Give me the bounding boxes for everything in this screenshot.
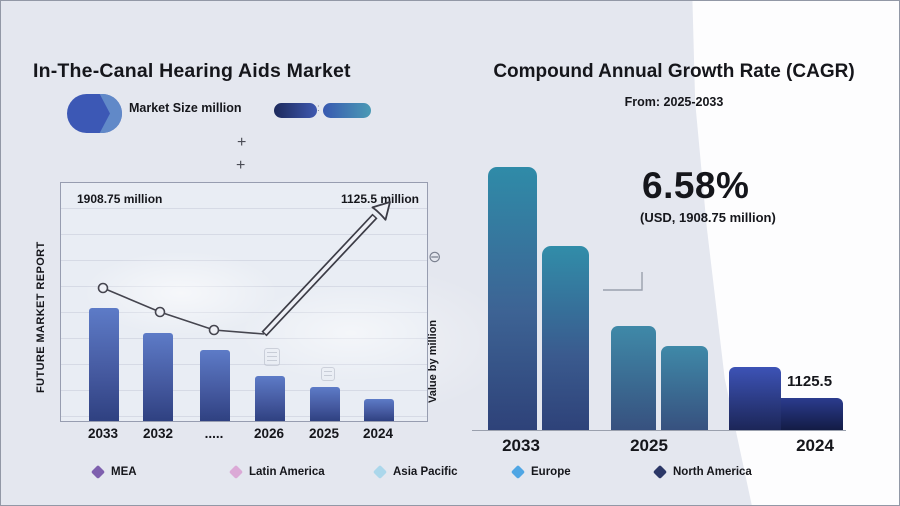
bar-2026 (255, 376, 285, 421)
cagr-title: Compound Annual Growth Rate (CAGR) (493, 61, 855, 82)
cagr-bar-2033-right (542, 246, 589, 430)
step-bracket-line (603, 272, 643, 291)
x-tick: 2025 (630, 436, 668, 455)
cagr-bar-2024-left (729, 367, 781, 430)
value-callout-1125: 1125.5 (787, 373, 833, 390)
cagr-bar-2025-left (611, 326, 656, 430)
legend-marker-icon (652, 464, 668, 480)
brand-vertical-label: FUTURE MARKET REPORT (35, 241, 47, 393)
trend-line-and-arrow (97, 201, 391, 337)
left-chart: 1908.75 million 1125.5 million (60, 182, 428, 422)
bar-2033 (89, 308, 119, 421)
capsule-icon (67, 94, 122, 133)
legend-label: Europe (531, 466, 571, 478)
cagr-value: 6.58% (642, 165, 750, 206)
legend-marker-icon (228, 464, 244, 480)
legend-label: North America (673, 466, 752, 478)
legend-item-latin-america: Latin America (228, 464, 325, 480)
x-tick: 2032 (142, 426, 174, 441)
bar-2032 (143, 333, 173, 421)
legend-item-north-america: North America (652, 464, 752, 480)
legend-item-europe: Europe (510, 464, 571, 480)
bar-2024 (364, 399, 394, 421)
x-tick: 2024 (796, 436, 834, 455)
page-title: In-The-Canal Hearing Aids Market (33, 60, 351, 82)
legend-item-mea: MEA (90, 464, 137, 480)
x-tick: 2025 (308, 426, 340, 441)
legend-marker-icon (372, 464, 388, 480)
x-tick: ..... (204, 426, 224, 441)
pill-navy-icon (274, 103, 317, 118)
plus-icon[interactable]: + (237, 134, 247, 151)
end-value-label: 1125.5 million (340, 192, 419, 206)
plus-icon[interactable]: + (236, 157, 246, 174)
cagr-bar-2033-left (488, 167, 537, 430)
pill-teal-icon (323, 103, 371, 118)
pill-separator: : (317, 103, 320, 114)
watermark-document-icon (321, 367, 335, 381)
cagr-subtitle: From: 2025-2033 (624, 95, 724, 109)
legend-label: MEA (111, 466, 137, 478)
legend-marker-icon (90, 464, 106, 480)
legend-label: Asia Pacific (393, 466, 458, 478)
x-tick: 2033 (502, 436, 540, 455)
x-tick: 2026 (253, 426, 285, 441)
bar-ellipsis (200, 350, 230, 421)
legend-label: Latin America (249, 466, 325, 478)
x-tick: 2024 (362, 426, 394, 441)
legend-marker-icon (510, 464, 526, 480)
cagr-bar-2025-right (661, 346, 708, 430)
zoom-out-icon[interactable]: ⊖ (428, 249, 442, 266)
series-label: Market Size million (129, 101, 242, 115)
right-chart-baseline (472, 430, 846, 431)
x-tick: 2033 (87, 426, 119, 441)
start-value-label: 1908.75 million (77, 192, 163, 206)
cagr-basis: (USD, 1908.75 million) (640, 210, 776, 225)
legend-item-asia-pacific: Asia Pacific (372, 464, 458, 480)
watermark-document-icon (264, 348, 280, 366)
cagr-bar-2024-right (781, 398, 843, 430)
y-axis-label: Value by million (427, 319, 439, 403)
bar-2025 (310, 387, 340, 421)
